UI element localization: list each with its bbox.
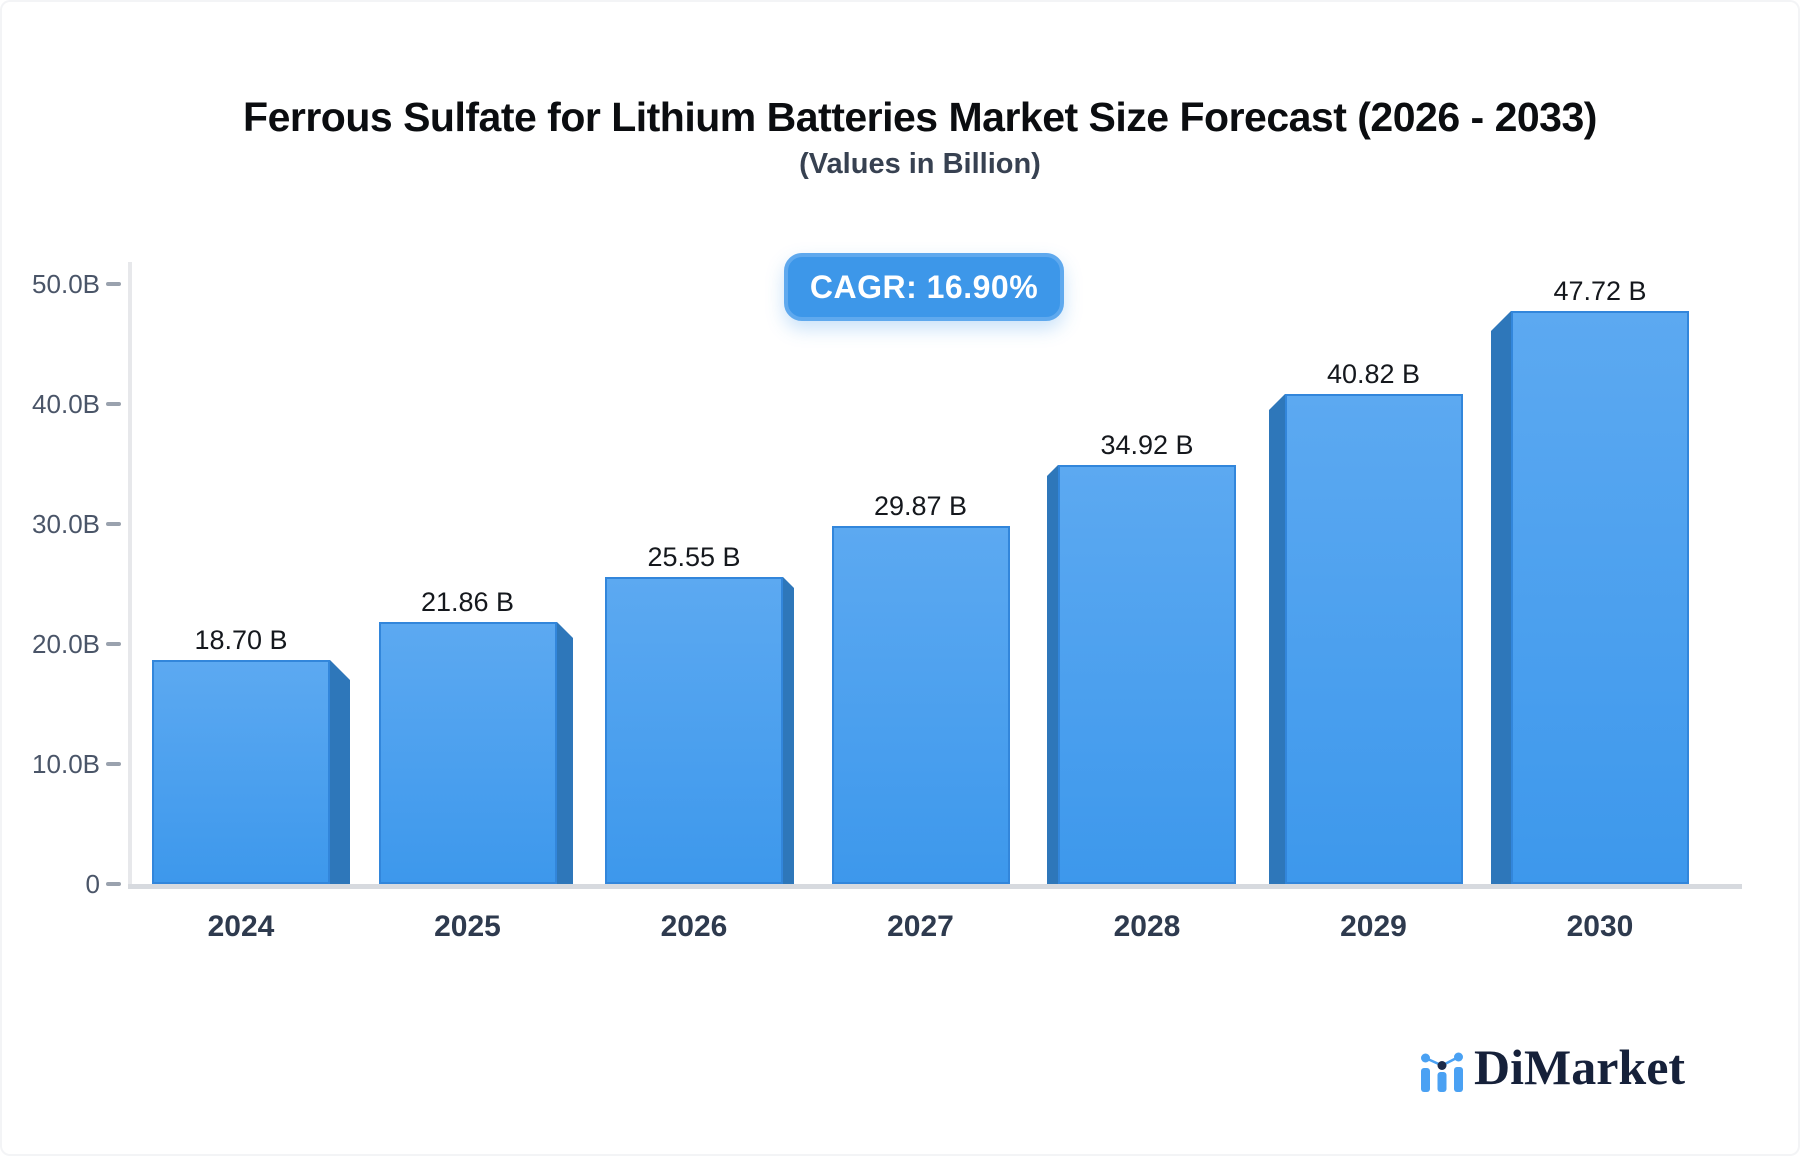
bar-2024 <box>152 659 350 884</box>
y-axis-tick-label: 30.0B <box>32 509 100 539</box>
y-axis-tick-label: 40.0B <box>32 389 100 419</box>
bar-value-label: 18.70 B <box>194 624 288 655</box>
brand-logo-text: DiMarket <box>1474 1039 1686 1095</box>
chart-title: Ferrous Sulfate for Lithium Batteries Ma… <box>243 94 1597 140</box>
y-axis-tick-label: 0 <box>85 869 100 899</box>
bar-value-label: 40.82 B <box>1326 359 1421 390</box>
x-axis-label: 2025 <box>434 910 501 943</box>
bar-2029 <box>1268 394 1463 884</box>
x-axis-label: 2026 <box>660 910 728 943</box>
bar-value-label: 21.86 B <box>420 586 515 617</box>
bar-front-face <box>1058 464 1236 884</box>
x-axis-label: 2030 <box>1566 910 1634 943</box>
bar-side-face <box>1047 464 1058 884</box>
bar-2026 <box>605 577 794 884</box>
bar-front-face <box>1511 311 1689 884</box>
bar-value-label: 29.87 B <box>873 490 968 521</box>
x-axis-baseline <box>128 884 1742 889</box>
bar-value-label: 34.92 B <box>1100 429 1194 460</box>
bar-2030 <box>1491 311 1689 884</box>
x-axis-label: 2028 <box>1113 910 1181 943</box>
bar-side-face <box>556 621 573 884</box>
y-axis-tick-mark <box>106 522 121 526</box>
y-axis-tick-label: 20.0B <box>32 629 100 659</box>
bar-side-face <box>1268 394 1285 884</box>
brand-logo: DiMarket <box>1420 1036 1685 1098</box>
chart-subtitle: (Values in Billion) <box>799 148 1041 180</box>
y-axis-tick-label: 10.0B <box>32 749 100 779</box>
bar-side-face <box>330 659 350 884</box>
x-axis-label: 2029 <box>1340 910 1407 943</box>
bar-front-face <box>152 659 330 884</box>
bar-2025 <box>378 621 573 884</box>
bar-value-label: 47.72 B <box>1553 276 1647 307</box>
cagr-badge-label: CAGR: 16.90% <box>809 268 1039 305</box>
y-axis-tick-mark <box>106 402 121 406</box>
bar-chart-logo-icon <box>1421 1052 1463 1092</box>
y-axis-tick-label: 50.0B <box>32 269 100 299</box>
bar-front-face <box>1284 394 1463 884</box>
y-axis-tick-mark <box>106 882 121 886</box>
y-axis-tick-mark <box>106 762 121 766</box>
bar-2028 <box>1047 464 1236 884</box>
y-axis-tick-mark <box>106 642 121 646</box>
cagr-badge: CAGR: 16.90% <box>784 253 1064 321</box>
bar-front-face <box>831 525 1010 884</box>
x-axis-label: 2027 <box>887 910 954 943</box>
bar-front-face <box>378 621 557 884</box>
bar-front-face <box>605 577 783 884</box>
bar-side-face <box>783 577 794 884</box>
bar-2027 <box>831 525 1010 884</box>
bar-value-label: 25.55 B <box>647 542 741 573</box>
bar-side-face <box>1491 311 1511 884</box>
y-axis-line <box>128 262 132 884</box>
x-axis-label: 2024 <box>207 910 275 943</box>
y-axis-tick-mark <box>106 282 121 286</box>
